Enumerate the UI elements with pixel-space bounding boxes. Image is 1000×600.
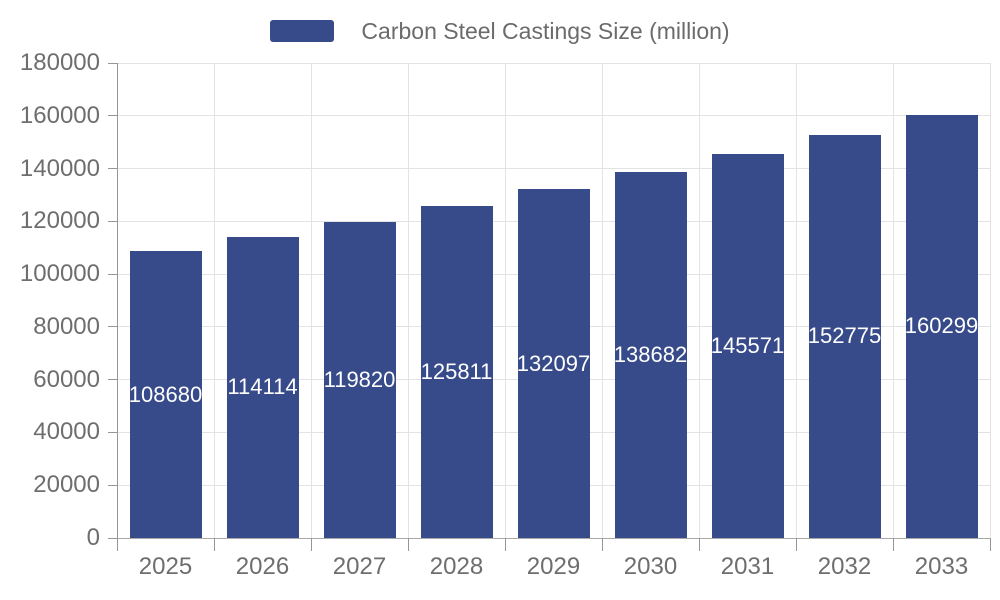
gridline-horizontal: [117, 62, 990, 64]
legend-swatch-icon: [270, 20, 335, 42]
y-axis-tick: [108, 431, 117, 433]
gridline-horizontal: [117, 168, 990, 170]
y-axis-label: 180000: [19, 49, 100, 76]
x-axis-label: 2033: [914, 553, 969, 580]
legend[interactable]: Carbon Steel Castings Size (million): [0, 17, 1000, 45]
x-axis-label: 2032: [817, 553, 872, 580]
x-axis-label: 2026: [235, 553, 290, 580]
bar-2028[interactable]: [420, 206, 493, 538]
y-axis-tick: [108, 537, 117, 539]
y-axis-label: 140000: [19, 154, 100, 182]
gridline-vertical: [310, 63, 312, 538]
y-axis-tick: [108, 220, 117, 222]
x-axis-tick: [213, 538, 215, 551]
y-axis-tick: [108, 379, 117, 381]
y-axis-line: [117, 63, 118, 538]
gridline-vertical: [601, 63, 603, 538]
bar-2030[interactable]: [614, 172, 687, 538]
y-axis-label: 0: [86, 524, 100, 551]
bar-2032[interactable]: [808, 134, 881, 538]
x-axis-label: 2025: [138, 553, 193, 580]
x-axis-tick: [116, 538, 118, 551]
bar-2031[interactable]: [711, 153, 784, 538]
bar-2027[interactable]: [323, 221, 396, 538]
x-axis-tick: [601, 538, 603, 551]
y-axis-label: 120000: [19, 207, 100, 235]
gridline-vertical: [504, 63, 506, 538]
x-axis-label: 2029: [526, 553, 581, 580]
y-axis-tick: [108, 326, 117, 328]
y-axis-label: 60000: [33, 365, 100, 393]
y-axis-tick: [108, 484, 117, 486]
y-axis-label: 20000: [33, 471, 100, 499]
bar-2029[interactable]: [517, 189, 590, 538]
y-axis-label: 100000: [19, 260, 100, 288]
x-axis-tick: [795, 538, 797, 551]
bar-2033[interactable]: [905, 115, 978, 538]
x-axis-label: 2030: [623, 553, 678, 580]
bar-2025[interactable]: [129, 251, 202, 538]
plot-area: 108680 114114 119820 125811 132097 138682 1455…: [117, 62, 991, 538]
x-axis-tick: [989, 538, 991, 551]
x-axis-tick: [407, 538, 409, 551]
y-axis-tick: [108, 273, 117, 275]
gridline-vertical: [213, 63, 215, 538]
x-axis-label: 2027: [332, 553, 387, 580]
x-axis-tick: [698, 538, 700, 551]
x-axis-label: 2028: [429, 553, 484, 580]
gridline-vertical: [989, 63, 991, 538]
y-axis-label: 160000: [19, 101, 100, 129]
y-axis-tick: [108, 115, 117, 117]
x-axis-label: 2031: [720, 553, 775, 580]
x-axis-line: [117, 538, 990, 539]
y-axis-label: 80000: [33, 312, 100, 340]
y-axis-tick: [108, 168, 117, 170]
x-axis-tick: [310, 538, 312, 551]
gridline-vertical: [407, 63, 409, 538]
bar-2026[interactable]: [226, 236, 299, 538]
x-axis-tick: [504, 538, 506, 551]
gridline-horizontal: [117, 115, 990, 117]
y-axis-label: 40000: [33, 418, 100, 446]
x-axis-tick: [892, 538, 894, 551]
legend-label: Carbon Steel Castings Size (million): [361, 17, 730, 44]
y-axis-tick: [108, 62, 117, 64]
gridline-vertical: [795, 63, 797, 538]
gridline-vertical: [892, 63, 894, 538]
gridline-vertical: [698, 63, 700, 538]
